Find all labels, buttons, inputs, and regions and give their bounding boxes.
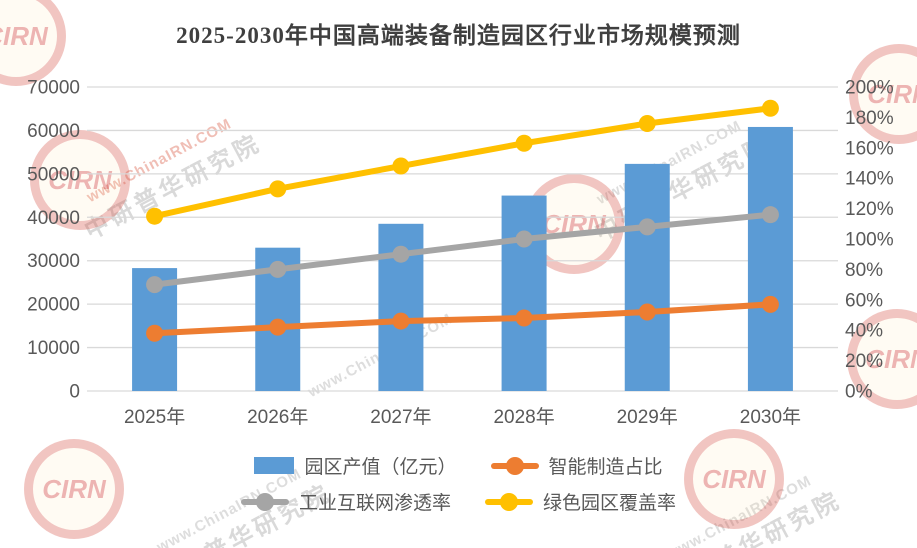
- legend-row: 工业互联网渗透率 绿色园区覆盖率: [240, 488, 676, 515]
- legend-item-green-park: 绿色园区覆盖率: [485, 488, 676, 515]
- legend-label: 绿色园区覆盖率: [543, 493, 677, 514]
- legend-line-dot: [255, 492, 274, 511]
- chart-title: 2025-2030年中国高端装备制造园区行业市场规模预测: [176, 23, 741, 48]
- right-axis-tick-label: 40%: [845, 321, 883, 342]
- x-axis-label: 2025年: [124, 406, 185, 428]
- marker-工业互联网渗透率-2030年: [761, 206, 779, 224]
- marker-绿色园区覆盖率-2025年: [146, 207, 164, 225]
- legend-label: 工业互联网渗透率: [298, 493, 451, 514]
- left-axis-tick-label: 70000: [27, 78, 80, 99]
- marker-绿色园区覆盖率-2028年: [515, 134, 533, 152]
- marker-工业互联网渗透率-2029年: [638, 218, 656, 236]
- marker-智能制造占比-2029年: [638, 303, 656, 321]
- marker-智能制造占比-2027年: [392, 312, 410, 330]
- right-axis-tick-label: 100%: [845, 230, 894, 251]
- legend-label: 智能制造占比: [548, 457, 663, 478]
- legend: 园区产值（亿元） 智能制造占比 工业互联网渗透率 绿色园区覆盖率: [0, 452, 917, 515]
- x-axis-label: 2029年: [617, 406, 678, 428]
- marker-绿色园区覆盖率-2026年: [269, 180, 287, 198]
- bar-2028年: [501, 195, 547, 391]
- left-axis-tick-label: 10000: [27, 338, 80, 359]
- x-axis-label: 2030年: [740, 406, 801, 428]
- legend-line-dot: [500, 492, 518, 511]
- legend-bar-swatch: [254, 457, 295, 474]
- right-axis-tick-label: 80%: [845, 260, 883, 281]
- right-axis-tick-label: 60%: [845, 290, 883, 311]
- right-axis-tick-label: 160%: [845, 138, 894, 159]
- legend-line-dot: [505, 456, 524, 475]
- marker-智能制造占比-2030年: [761, 295, 779, 313]
- legend-line-swatch: [240, 492, 289, 511]
- legend-line-swatch: [490, 456, 539, 475]
- legend-item-industrial-internet: 工业互联网渗透率: [240, 488, 451, 515]
- right-axis-tick-label: 120%: [845, 199, 894, 220]
- marker-智能制造占比-2025年: [146, 324, 164, 342]
- left-axis-tick-label: 30000: [27, 251, 80, 272]
- bar-2029年: [624, 163, 670, 391]
- right-axis-tick-label: 200%: [845, 78, 894, 99]
- right-axis-tick-label: 180%: [845, 108, 894, 129]
- x-axis-label: 2027年: [370, 406, 431, 428]
- legend-item-smart-manufacturing: 智能制造占比: [490, 452, 663, 479]
- legend-label: 园区产值（亿元）: [304, 457, 457, 478]
- x-axis-label: 2026年: [247, 406, 308, 428]
- legend-item-park-output: 园区产值（亿元）: [254, 452, 457, 479]
- marker-绿色园区覆盖率-2027年: [392, 157, 410, 175]
- line-工业互联网渗透率: [151, 211, 774, 288]
- marker-工业互联网渗透率-2026年: [269, 260, 287, 278]
- marker-绿色园区覆盖率-2029年: [638, 114, 656, 132]
- line-绿色园区覆盖率: [151, 105, 774, 220]
- left-axis-tick-label: 20000: [27, 295, 80, 316]
- legend-row: 园区产值（亿元） 智能制造占比: [254, 452, 663, 479]
- right-axis-tick-label: 20%: [845, 351, 883, 372]
- legend-line-swatch: [485, 492, 533, 511]
- right-axis-tick-label: 0%: [845, 382, 873, 403]
- left-axis-tick-label: 40000: [27, 208, 80, 229]
- left-axis-tick-label: 0: [69, 382, 80, 403]
- left-axis-tick-label: 60000: [27, 121, 80, 142]
- line-智能制造占比: [151, 301, 774, 337]
- marker-工业互联网渗透率-2028年: [515, 230, 533, 248]
- left-axis-tick-label: 50000: [27, 164, 80, 185]
- marker-智能制造占比-2028年: [515, 309, 533, 327]
- right-axis-tick-label: 140%: [845, 169, 894, 190]
- marker-工业互联网渗透率-2027年: [392, 245, 410, 263]
- bar-2030年: [747, 126, 793, 391]
- marker-智能制造占比-2026年: [269, 318, 287, 336]
- marker-绿色园区覆盖率-2030年: [761, 99, 779, 117]
- x-axis-label: 2028年: [493, 406, 554, 428]
- marker-工业互联网渗透率-2025年: [146, 276, 164, 294]
